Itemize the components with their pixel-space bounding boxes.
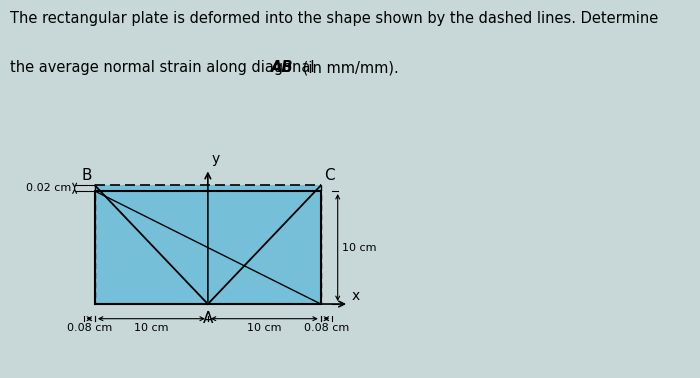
Text: 0.02 cm: 0.02 cm: [26, 183, 71, 193]
Polygon shape: [95, 186, 321, 304]
Text: 10 cm: 10 cm: [247, 323, 281, 333]
Text: the average normal strain along diagonal: the average normal strain along diagonal: [10, 60, 320, 76]
Text: The rectangular plate is deformed into the shape shown by the dashed lines. Dete: The rectangular plate is deformed into t…: [10, 11, 659, 26]
Text: B: B: [81, 168, 92, 183]
Text: 0.08 cm: 0.08 cm: [66, 323, 112, 333]
Text: A: A: [203, 311, 213, 326]
Text: 10 cm: 10 cm: [342, 243, 377, 253]
Text: 10 cm: 10 cm: [134, 323, 169, 333]
Text: C: C: [324, 168, 335, 183]
Text: (in mm/mm).: (in mm/mm).: [298, 60, 398, 76]
Text: y: y: [211, 152, 220, 166]
Text: AB: AB: [271, 60, 293, 76]
Text: 0.08 cm: 0.08 cm: [304, 323, 349, 333]
Text: x: x: [351, 289, 360, 303]
